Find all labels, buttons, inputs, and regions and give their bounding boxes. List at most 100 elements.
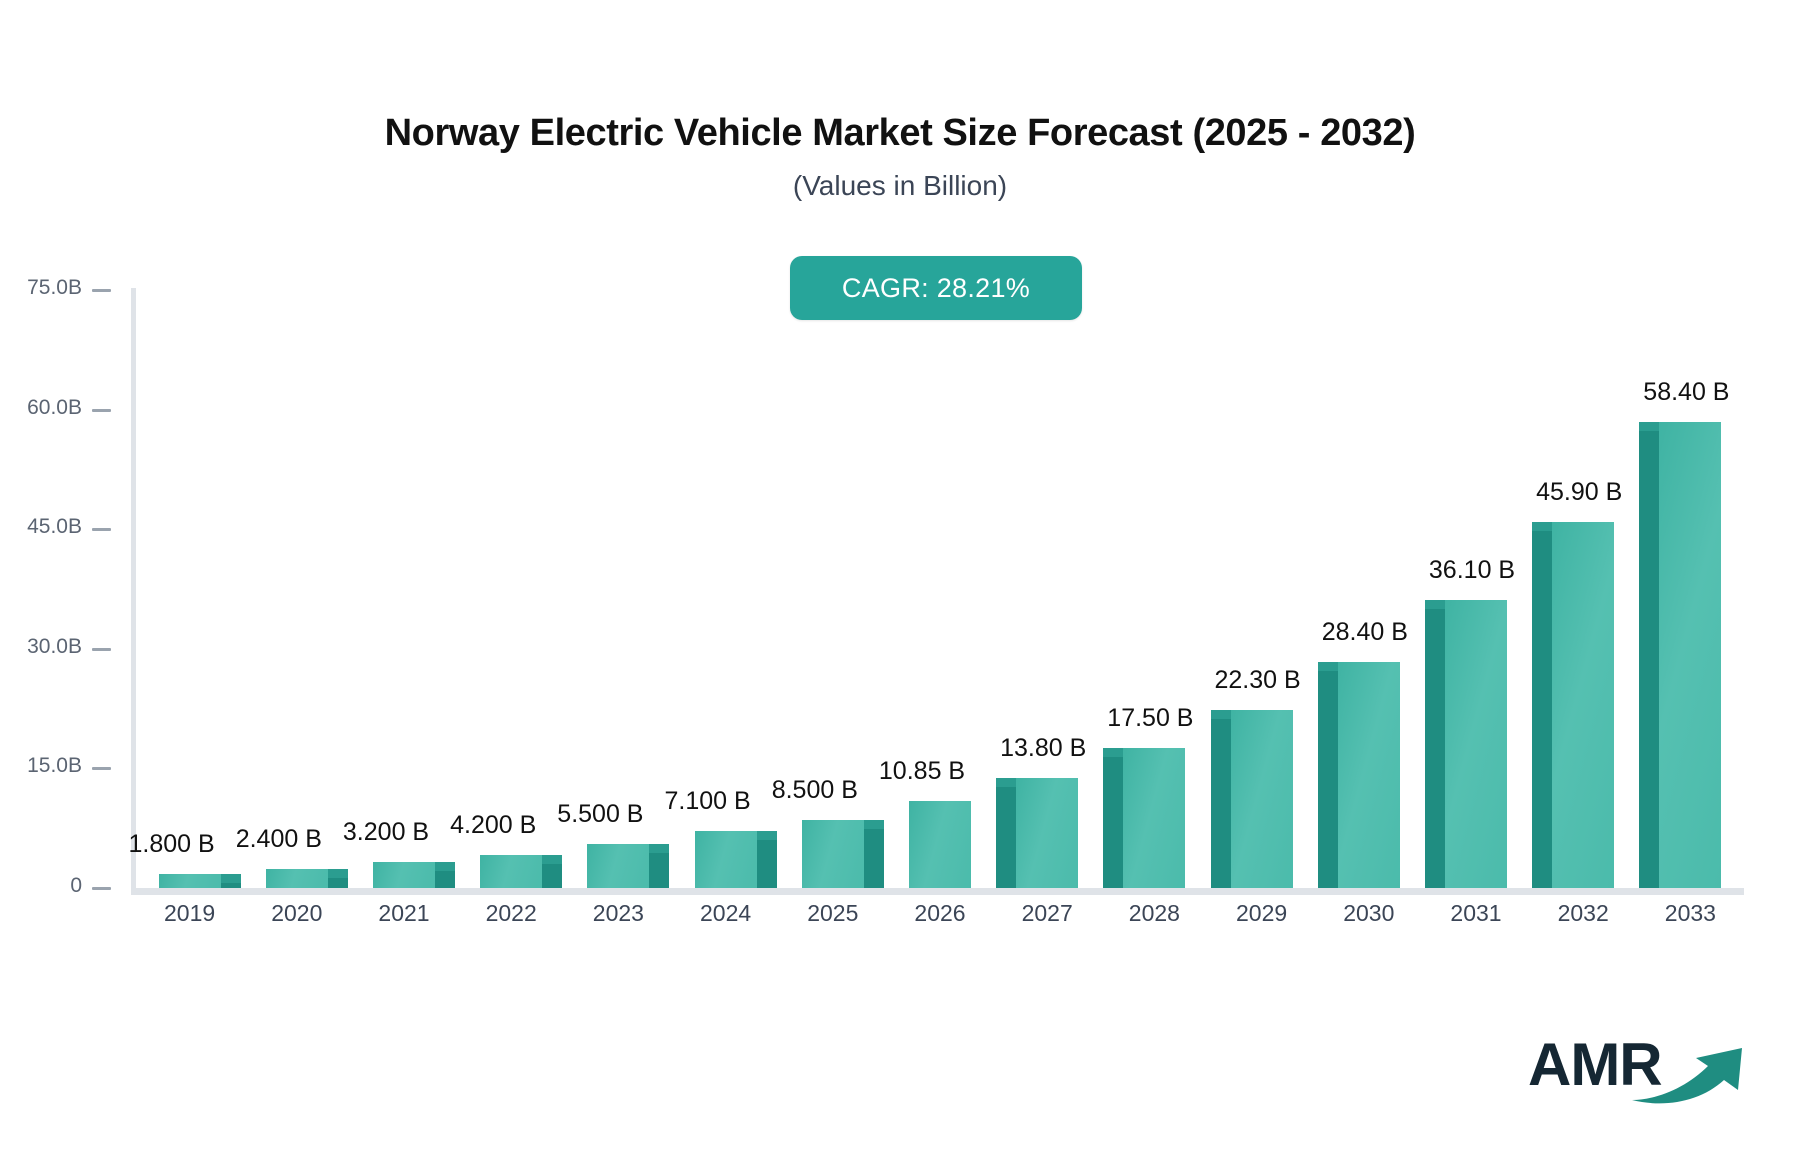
bar-value-label: 5.500 B bbox=[557, 800, 644, 829]
cagr-badge-label: CAGR: 28.21% bbox=[841, 272, 1031, 303]
y-tick-label: 15.0B bbox=[27, 754, 82, 778]
y-tick-label: 30.0B bbox=[27, 634, 82, 658]
bar-side-face bbox=[542, 862, 563, 888]
bar-value-label: 3.200 B bbox=[342, 818, 430, 847]
bar-front-face bbox=[158, 873, 221, 888]
x-tick-label: 2024 bbox=[700, 900, 752, 926]
y-tick-dash bbox=[92, 887, 111, 890]
bar-2027[interactable] bbox=[996, 777, 1079, 888]
bar-value-label: 2.400 B bbox=[235, 824, 322, 853]
bar-front-face bbox=[694, 831, 757, 888]
bar-value-label: 1.800 B bbox=[128, 829, 215, 858]
bar-2023[interactable] bbox=[587, 844, 670, 888]
bar-side-face bbox=[220, 881, 241, 888]
bar-2032[interactable] bbox=[1532, 522, 1615, 888]
bar-front-face bbox=[265, 868, 328, 888]
bar-front-face bbox=[1445, 600, 1507, 888]
bar-2019[interactable] bbox=[158, 873, 241, 888]
bar-2021[interactable] bbox=[373, 862, 455, 888]
bar-top-face bbox=[1425, 600, 1445, 610]
bar-top-face bbox=[1103, 748, 1124, 758]
bar-top-face bbox=[1639, 422, 1660, 432]
bar-front-face bbox=[1552, 522, 1615, 888]
bar-top-face bbox=[863, 820, 884, 830]
bar-side-face bbox=[756, 839, 777, 888]
bar-2030[interactable] bbox=[1317, 661, 1400, 888]
bar-side-face bbox=[1210, 718, 1231, 888]
bar-front-face bbox=[587, 844, 650, 888]
bar-2024[interactable] bbox=[694, 831, 777, 888]
bar-side-face bbox=[1425, 608, 1445, 888]
x-tick-label: 2033 bbox=[1664, 900, 1716, 926]
bar-side-face bbox=[996, 785, 1017, 888]
bar-front-face bbox=[1230, 710, 1293, 888]
bar-top-face bbox=[435, 862, 455, 872]
bar-top-face bbox=[327, 868, 348, 878]
x-tick-label: 2023 bbox=[592, 900, 644, 926]
chart-subtitle: (Values in Billion) bbox=[792, 170, 1008, 201]
bar-2022[interactable] bbox=[480, 854, 563, 888]
bar-value-label: 28.40 B bbox=[1321, 617, 1408, 646]
bar-top-face bbox=[1317, 661, 1338, 671]
y-tick-label: 45.0B bbox=[27, 515, 82, 539]
y-tick-dash bbox=[92, 289, 111, 292]
bar-top-face bbox=[1532, 522, 1553, 532]
y-tick-dash bbox=[92, 528, 111, 532]
x-tick-label: 2025 bbox=[807, 900, 859, 926]
y-tick-label: 75.0B bbox=[27, 276, 82, 299]
x-tick-label: 2028 bbox=[1128, 900, 1180, 926]
bar-value-label: 8.500 B bbox=[771, 776, 858, 805]
x-tick-label: 2029 bbox=[1236, 900, 1288, 926]
bar-front-face bbox=[480, 854, 543, 888]
bar-2025[interactable] bbox=[801, 820, 884, 888]
amr-logo: AMR bbox=[1528, 1026, 1760, 1104]
bar-side-face bbox=[863, 828, 884, 888]
growth-arrow-icon bbox=[1632, 1048, 1742, 1104]
bar-value-label: 22.30 B bbox=[1214, 666, 1301, 695]
y-tick-dash bbox=[92, 767, 111, 771]
bar-side-face bbox=[1103, 756, 1124, 888]
x-axis-baseline bbox=[131, 888, 1744, 895]
y-axis-line bbox=[131, 288, 136, 892]
bar-side-face bbox=[435, 870, 455, 888]
bar-2028[interactable] bbox=[1103, 748, 1186, 888]
bar-side-face bbox=[327, 876, 348, 888]
bar-value-label: 4.200 B bbox=[450, 810, 537, 839]
bar-front-face bbox=[1123, 748, 1186, 888]
bar-2029[interactable] bbox=[1210, 710, 1293, 888]
bar-side-face bbox=[1532, 530, 1553, 888]
x-tick-label: 2020 bbox=[271, 900, 323, 926]
x-tick-label: 2027 bbox=[1021, 900, 1073, 926]
x-tick-label: 2021 bbox=[378, 900, 430, 926]
bar-2020[interactable] bbox=[265, 868, 348, 888]
bar-side-face bbox=[1639, 430, 1660, 888]
bar-front-face bbox=[1337, 661, 1400, 888]
bar-side-face bbox=[649, 852, 670, 888]
bar-2031[interactable] bbox=[1425, 600, 1507, 888]
cagr-badge: CAGR: 28.21% bbox=[790, 256, 1082, 320]
bar-top-face bbox=[1210, 710, 1231, 720]
bar-front-face bbox=[1659, 422, 1722, 888]
amr-logo-text: AMR bbox=[1528, 1031, 1663, 1098]
bar-2033[interactable] bbox=[1639, 422, 1722, 888]
bar-value-label: 45.90 B bbox=[1536, 478, 1623, 507]
bar-top-face bbox=[756, 831, 777, 841]
x-tick-label: 2031 bbox=[1450, 900, 1502, 926]
page-title: Norway Electric Vehicle Market Size Fore… bbox=[384, 112, 1416, 154]
bar-value-label: 7.100 B bbox=[664, 787, 751, 816]
bar-top-face bbox=[220, 873, 241, 883]
y-tick-dash bbox=[92, 408, 111, 412]
bar-top-face bbox=[542, 854, 563, 864]
x-tick-label: 2022 bbox=[485, 900, 537, 926]
bar-2026[interactable] bbox=[909, 801, 971, 888]
bar-front-face bbox=[801, 820, 864, 888]
x-tick-label: 2019 bbox=[164, 900, 216, 926]
y-tick-dash bbox=[92, 647, 111, 651]
bar-front-face bbox=[909, 801, 971, 888]
bar-side-face bbox=[1317, 669, 1338, 888]
bar-top-face bbox=[649, 844, 670, 854]
bar-value-label: 10.85 B bbox=[878, 757, 966, 786]
y-tick-label: 60.0B bbox=[27, 395, 82, 419]
